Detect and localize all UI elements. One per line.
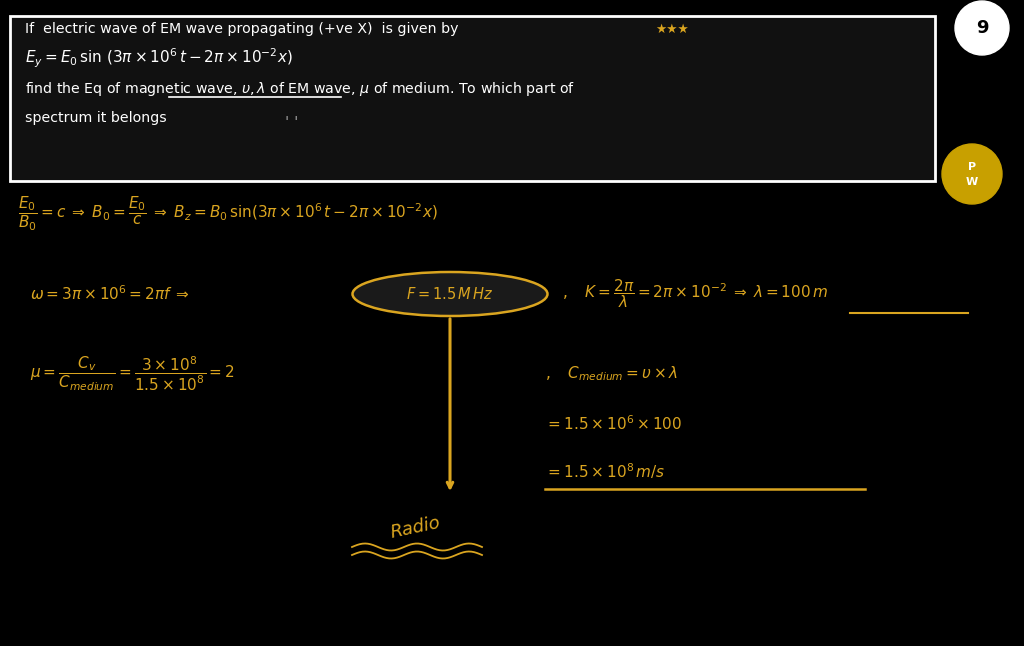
Text: P: P [968,162,976,172]
Text: $\mu = \dfrac{C_v}{C_{medium}} = \dfrac{3\times10^8}{1.5\times10^8} = 2$: $\mu = \dfrac{C_v}{C_{medium}} = \dfrac{… [30,355,234,393]
Text: $= 1.5\times10^6\times100$: $= 1.5\times10^6\times100$ [545,415,682,433]
Text: ' ': ' ' [285,116,298,132]
Text: $= 1.5\times10^8\,m/s$: $= 1.5\times10^8\,m/s$ [545,461,666,481]
Circle shape [942,144,1002,204]
Text: $\dfrac{E_0}{B_0} = c \;\Rightarrow\; B_0 = \dfrac{E_0}{c} \;\Rightarrow\; B_z =: $\dfrac{E_0}{B_0} = c \;\Rightarrow\; B_… [18,195,437,233]
Text: 9: 9 [976,19,988,37]
Text: Radio: Radio [388,514,441,542]
Text: $E_y = E_0\,\sin\,(3\pi\times10^6\,t - 2\pi\times10^{-2}x)$: $E_y = E_0\,\sin\,(3\pi\times10^6\,t - 2… [25,47,293,70]
Text: find the Eq of magnetic wave, $\upsilon,\lambda$ of EM wave, $\mu$ of medium. To: find the Eq of magnetic wave, $\upsilon,… [25,80,575,98]
Text: $\omega = 3\pi\times10^6 = 2\pi f \;\Rightarrow$: $\omega = 3\pi\times10^6 = 2\pi f \;\Rig… [30,285,190,304]
Text: W: W [966,177,978,187]
Text: spectrum it belongs: spectrum it belongs [25,111,167,125]
Circle shape [955,1,1009,55]
FancyBboxPatch shape [10,16,935,181]
Text: $,\quad K = \dfrac{2\pi}{\lambda} = 2\pi\times10^{-2} \;\Rightarrow\; \lambda = : $,\quad K = \dfrac{2\pi}{\lambda} = 2\pi… [562,278,828,310]
Ellipse shape [352,272,548,316]
Text: ★★★: ★★★ [655,23,689,36]
Text: If  electric wave of EM wave propagating (+ve X)  is given by: If electric wave of EM wave propagating … [25,22,459,36]
Text: $,\quad C_{medium} = \upsilon\times\lambda$: $,\quad C_{medium} = \upsilon\times\lamb… [545,364,678,383]
Text: $F = 1.5\,M\,Hz$: $F = 1.5\,M\,Hz$ [407,286,494,302]
